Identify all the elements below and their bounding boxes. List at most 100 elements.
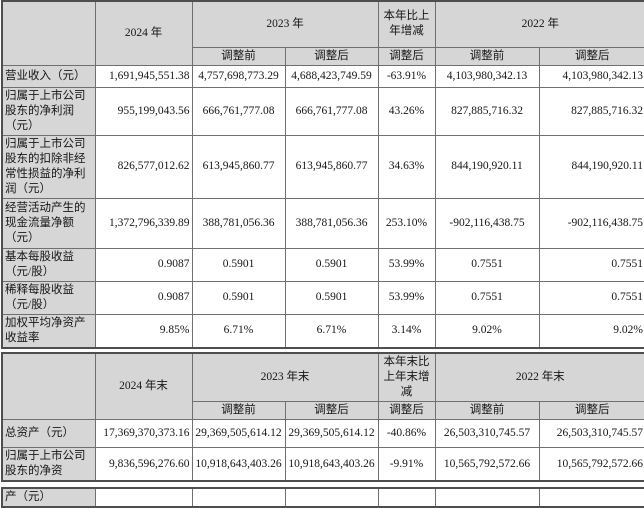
cell-change: 53.99% [377,280,436,315]
row-label: 基本每股收益（元/股） [1,247,96,282]
annual-subheader-2022-pre: 调整前 [434,46,540,66]
cell-2022-pre: 827,885,716.32 [434,86,540,136]
cell-change: 34.63% [377,134,436,199]
annual-subheader-2023-post: 调整后 [284,46,379,66]
row-label: 经营活动产生的现金流量净额（元） [1,197,96,249]
table-row: 加权平均净资产收益率 9.85% 6.71% 6.71% 3.14% 9.02%… [1,313,644,349]
cell-change: 43.26% [377,86,436,136]
cell-2023-pre [191,487,286,508]
cell-2024: 0.9087 [94,280,193,315]
annual-subheader-2022-post: 调整后 [538,46,644,66]
cell-2022-post: 10,565,792,572.66 [538,447,644,482]
cell-2022-post [538,487,644,508]
cell-2024: 955,199,043.56 [94,86,193,136]
cell-2022-post: 0.7551 [538,247,644,282]
cell-2022-post: 26,503,310,745.57 [538,419,644,448]
cell-2022-pre: -902,116,438.75 [434,197,540,249]
cell-2023-post: 6.71% [284,313,379,349]
row-label: 归属于上市公司股东的净利润（元） [1,86,96,136]
cell-2024: 826,577,012.62 [94,134,193,199]
cell-2023-pre: 388,781,056.36 [191,197,286,249]
annual-header-row-2: 调整前 调整后 调整后 调整前 调整后 [2,46,644,66]
cell-2024: 1,691,945,551.38 [94,64,193,88]
period-end-col-header-change: 本年末比上年末增减 [377,352,436,402]
period-end-subheader-2022-pre: 调整前 [434,401,540,420]
table-row: 归属于上市公司股东的扣除非经常性损益的净利润（元） 826,577,012.62… [1,134,644,199]
annual-col-header-change: 本年比上年增减 [377,0,436,48]
continuation-fragment-table: 产（元） [1,487,644,508]
annual-header-row-1: 2024 年 2023 年 本年比上年增减 2022 年 [1,0,644,66]
cell-change: 253.10% [377,197,436,249]
cell-2024: 9.85% [94,313,193,349]
cell-2022-pre: 844,190,920.11 [434,134,540,199]
cell-2022-post: 4,103,980,342.13 [538,64,644,88]
period-end-subheader-2023-pre: 调整前 [191,401,286,420]
cell-2023-pre: 10,918,643,403.26 [191,447,286,482]
cell-2023-pre: 613,945,860.77 [191,134,286,199]
row-label: 归属于上市公司股东的扣除非经常性损益的净利润（元） [1,134,96,199]
annual-col-header-2024: 2024 年 [94,0,193,66]
cell-change: 53.99% [377,247,436,282]
period-end-col-header-2024: 2024 年末 [94,352,193,420]
cell-2022-post: 9.02% [538,313,644,349]
cell-2023-post: 0.5901 [284,247,379,282]
cell-2023-pre: 0.5901 [191,247,286,282]
row-label: 稀释每股收益（元/股） [1,280,96,315]
cell-change: -63.91% [377,64,436,88]
cell-2024 [94,487,193,508]
table-row: 经营活动产生的现金流量净额（元） 1,372,796,339.89 388,78… [1,197,644,249]
table-row: 营业收入（元） 1,691,945,551.38 4,757,698,773.2… [1,64,644,88]
cell-2023-post: 10,918,643,403.26 [284,447,379,482]
period-end-subheader-2022-post: 调整后 [538,401,644,420]
cell-2024: 17,369,370,373.16 [94,419,193,448]
annual-results-table: 2024 年 2023 年 本年比上年增减 2022 年 调整前 调整后 调整后… [1,0,644,349]
table-row: 总资产（元） 17,369,370,373.16 29,369,505,614.… [1,419,644,448]
table-row: 归属于上市公司股东的净利润（元） 955,199,043.56 666,761,… [1,86,644,136]
cell-2024: 9,836,596,276.60 [94,447,193,482]
annual-subheader-change-post: 调整后 [377,46,436,66]
row-label: 归属于上市公司股东的净资 [1,447,96,482]
period-end-subheader-change-post: 调整后 [377,401,436,420]
table-row: 归属于上市公司股东的净资 9,836,596,276.60 10,918,643… [1,447,644,482]
table-row: 稀释每股收益（元/股） 0.9087 0.5901 0.5901 53.99% … [1,280,644,315]
annual-subheader-2023-pre: 调整前 [191,46,286,66]
cell-2023-post: 388,781,056.36 [284,197,379,249]
cell-2023-pre: 0.5901 [191,280,286,315]
cell-2023-post: 29,369,505,614.12 [284,419,379,448]
row-label: 总资产（元） [1,419,96,448]
cell-2023-post: 4,688,423,749.59 [284,64,379,88]
row-label: 营业收入（元） [1,64,96,88]
period-end-header-row-2: 调整前 调整后 调整后 调整前 调整后 [2,401,644,420]
cell-2023-pre: 29,369,505,614.12 [191,419,286,448]
cell-2022-pre: 26,503,310,745.57 [434,419,540,448]
cell-2023-post: 666,761,777.08 [284,86,379,136]
cell-2022-pre: 9.02% [434,313,540,349]
cell-change [377,487,436,508]
cell-change: -40.86% [377,419,436,448]
cell-2022-post: 827,885,716.32 [538,86,644,136]
cell-2022-pre: 10,565,792,572.66 [434,447,540,482]
cell-2024: 0.9087 [94,247,193,282]
period-end-table: 2024 年末 2023 年末 本年末比上年末增减 2022 年末 调整前 调整… [1,352,644,482]
row-label: 加权平均净资产收益率 [1,313,96,349]
cell-2023-post: 613,945,860.77 [284,134,379,199]
cell-2023-pre: 4,757,698,773.29 [191,64,286,88]
period-end-header-row-1: 2024 年末 2023 年末 本年末比上年末增减 2022 年末 [1,352,644,420]
cell-2022-post: 844,190,920.11 [538,134,644,199]
cell-2024: 1,372,796,339.89 [94,197,193,249]
cell-2023-pre: 6.71% [191,313,286,349]
cell-2022-post: 0.7551 [538,280,644,315]
annual-col-header-2022: 2022 年 [434,0,644,48]
period-end-col-header-2022: 2022 年末 [434,352,644,402]
cell-2023-post: 0.5901 [284,280,379,315]
table-row: 基本每股收益（元/股） 0.9087 0.5901 0.5901 53.99% … [1,247,644,282]
row-label: 产（元） [1,487,96,508]
cell-2022-pre: 0.7551 [434,247,540,282]
cell-change: 3.14% [377,313,436,349]
cell-2023-post [284,487,379,508]
cell-2022-post: -902,116,438.75 [538,197,644,249]
annual-col-header-2023: 2023 年 [191,0,379,48]
cell-2022-pre [434,487,540,508]
cell-2022-pre: 0.7551 [434,280,540,315]
cell-2022-pre: 4,103,980,342.13 [434,64,540,88]
